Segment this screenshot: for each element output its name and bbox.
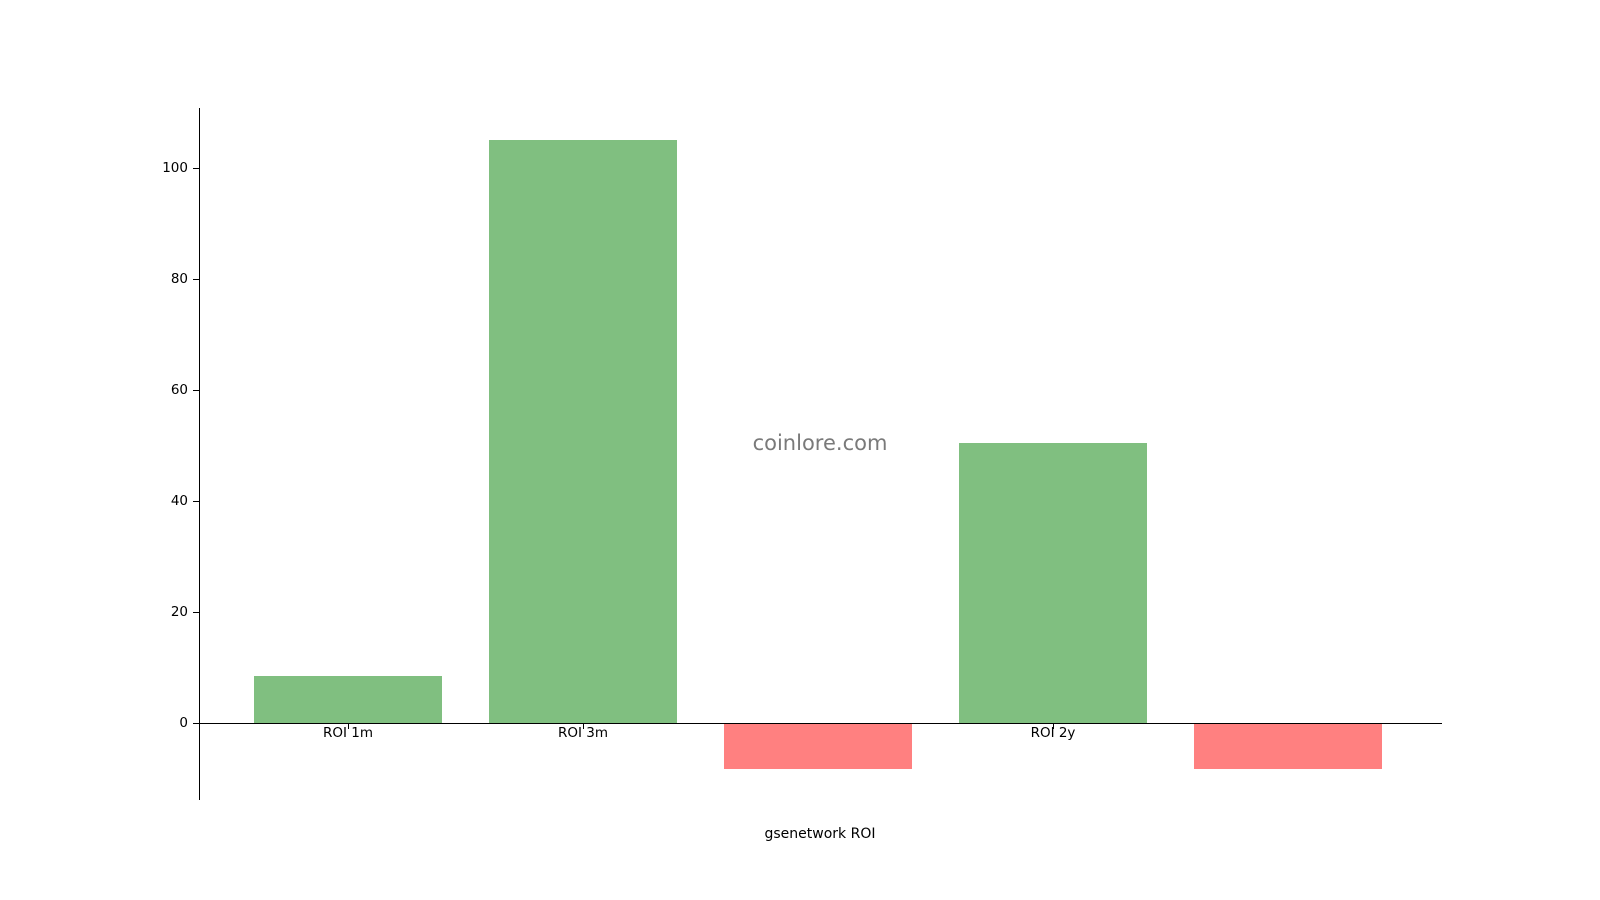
y-axis-spine <box>199 108 200 800</box>
y-tick <box>193 390 199 391</box>
bar-2 <box>724 723 912 769</box>
x-tick-label: ROI 2y <box>1030 725 1076 741</box>
bar-roi-3m <box>489 140 677 723</box>
y-tick <box>193 168 199 169</box>
x-tick-label: ROI 1m <box>322 725 374 741</box>
y-tick <box>193 279 199 280</box>
bar-4 <box>1194 723 1382 769</box>
y-tick <box>193 612 199 613</box>
bar-roi-2y <box>959 442 1147 723</box>
y-tick-label: 60 <box>170 382 188 398</box>
x-axis-zero-line <box>199 723 1442 724</box>
bar-roi-1m <box>254 676 442 723</box>
y-tick <box>193 501 199 502</box>
y-tick <box>193 723 199 724</box>
x-tick <box>583 723 584 729</box>
coinlore-watermark: coinlore.com <box>752 431 888 455</box>
x-tick <box>1053 723 1054 729</box>
x-tick-label: ROI 3m <box>557 725 609 741</box>
y-tick-label: 20 <box>170 604 188 620</box>
y-tick-label: 100 <box>162 160 188 176</box>
y-tick-label: 40 <box>170 493 188 509</box>
x-tick <box>348 723 349 729</box>
y-tick-label: 80 <box>170 271 188 287</box>
y-tick-label: 0 <box>179 715 188 731</box>
x-axis-title: gsenetwork ROI <box>764 826 876 842</box>
